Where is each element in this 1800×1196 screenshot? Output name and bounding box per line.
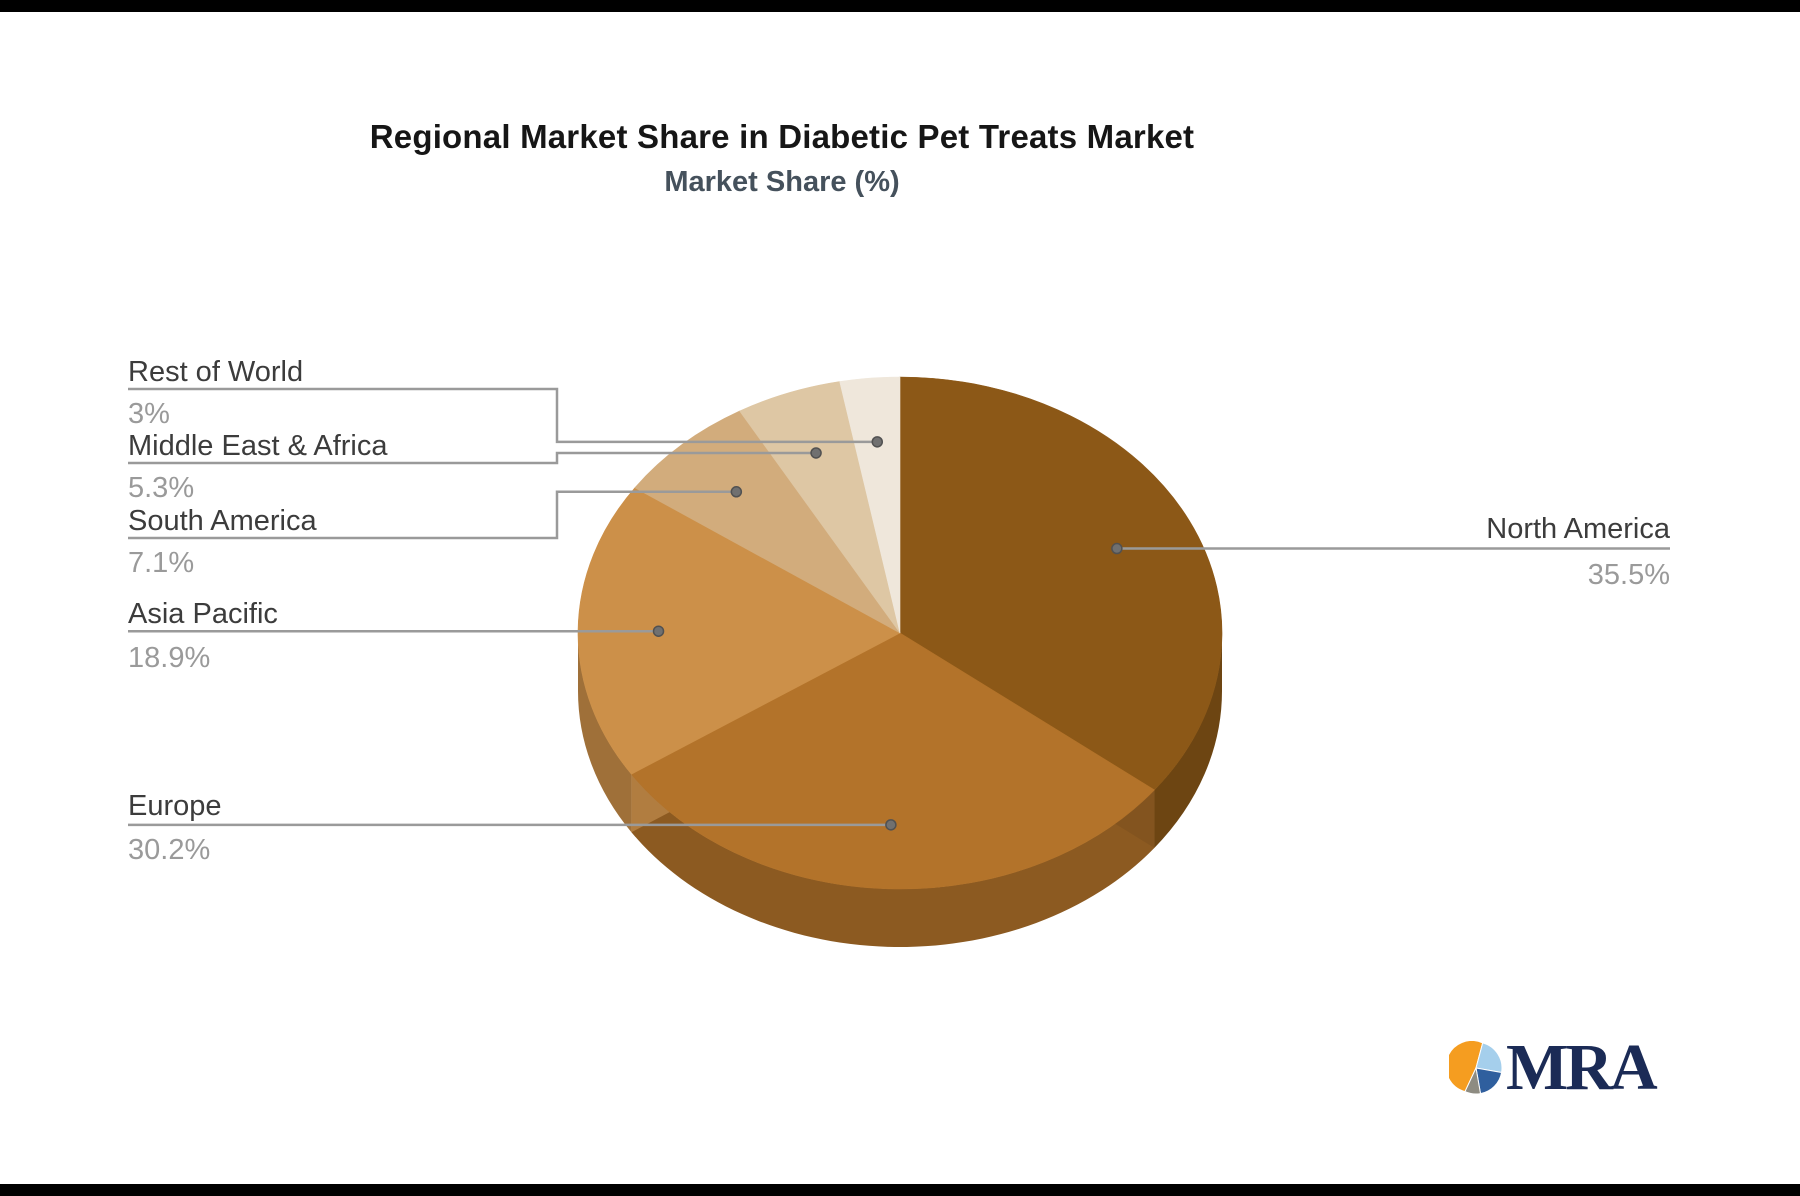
value-north-america: 35.5% <box>1587 559 1670 591</box>
value-middle-east-africa: 5.3% <box>128 472 195 504</box>
logo-text: MRA <box>1506 1031 1658 1104</box>
value-europe: 30.2% <box>128 834 211 866</box>
pie-slice-south-america[interactable] <box>634 410 901 634</box>
value-rest-of-world: 3% <box>128 398 170 430</box>
label-rest-of-world: Rest of World <box>128 356 304 388</box>
label-europe: Europe <box>128 790 222 822</box>
brand-logo: MRA <box>1449 1031 1658 1104</box>
leader-dots <box>652 436 1123 831</box>
label-middle-east-africa: Middle East & Africa <box>128 430 388 462</box>
value-asia-pacific: 18.9% <box>128 642 211 674</box>
value-south-america: 7.1% <box>128 547 195 579</box>
label-asia-pacific: Asia Pacific <box>128 598 278 630</box>
logo-pie-icon <box>1449 1041 1503 1095</box>
pie-slice-north-america[interactable] <box>899 376 1223 791</box>
leader-lines <box>128 387 1670 827</box>
label-north-america: North America <box>1486 513 1670 545</box>
bottom-letterbox-bar <box>0 1184 1800 1196</box>
chart-subtitle: Market Share (%) <box>664 166 900 198</box>
pie-3d-side-faces <box>578 633 1222 947</box>
chart-title: Regional Market Share in Diabetic Pet Tr… <box>369 118 1195 155</box>
top-letterbox-bar <box>0 0 1800 12</box>
label-south-america: South America <box>128 505 317 537</box>
